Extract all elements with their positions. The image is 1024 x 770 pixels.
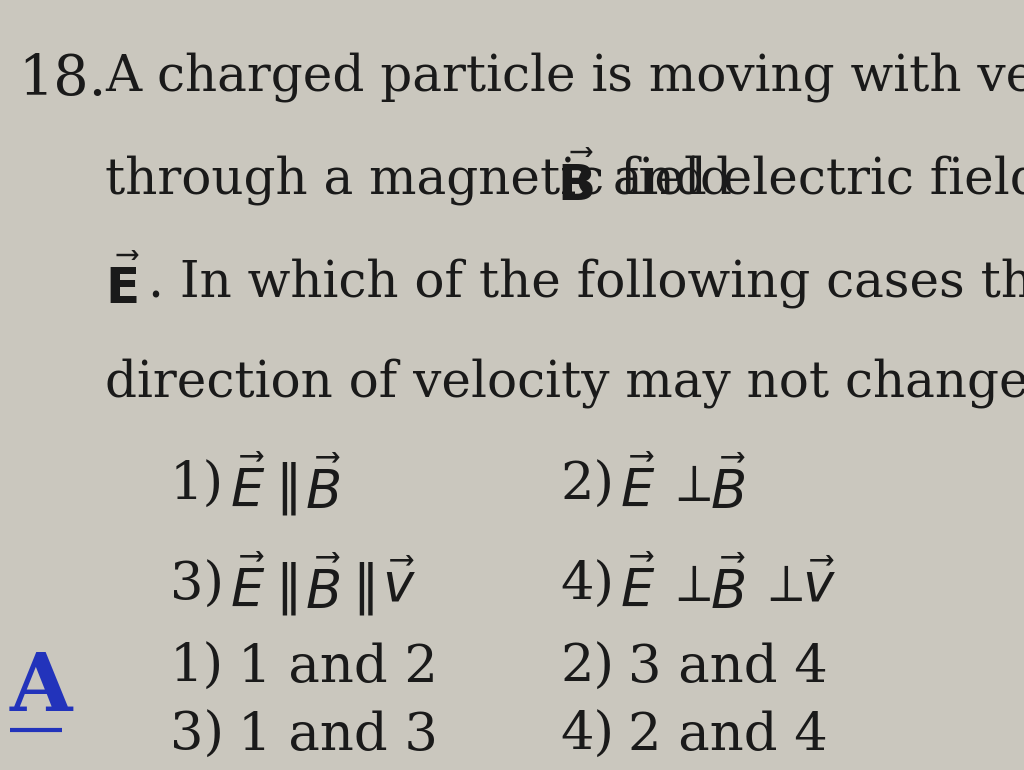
Text: $\vec{\mathbf{B}}$: $\vec{\mathbf{B}}$ [557,155,594,211]
Text: $\|$: $\|$ [352,560,374,617]
Text: $\vec{E}$: $\vec{E}$ [620,460,655,518]
Text: 2): 2) [560,460,614,511]
Text: 4): 4) [560,710,614,761]
Text: direction of velocity may not change.: direction of velocity may not change. [105,358,1024,408]
Text: $\perp$: $\perp$ [665,460,711,512]
Text: A charged particle is moving with velocity v: A charged particle is moving with veloci… [105,52,1024,102]
Text: $\|$: $\|$ [275,560,297,617]
Text: $\vec{B}$: $\vec{B}$ [305,560,341,620]
Text: 1 and 3: 1 and 3 [238,710,438,761]
Text: $\vec{B}$: $\vec{B}$ [710,560,746,620]
Text: A: A [10,650,73,728]
Text: $\perp$: $\perp$ [757,560,803,612]
Text: 1): 1) [170,460,224,511]
Text: $\vec{B}$: $\vec{B}$ [710,460,746,521]
Text: 3 and 4: 3 and 4 [628,642,827,693]
Text: through a magnetic field: through a magnetic field [105,155,748,205]
Text: 3): 3) [170,560,224,611]
Text: 1): 1) [170,642,224,693]
Text: . In which of the following cases the: . In which of the following cases the [148,258,1024,308]
Text: 2): 2) [560,642,614,693]
Text: 4): 4) [560,560,614,611]
Text: $\vec{E}$: $\vec{E}$ [230,560,265,618]
Text: 18.: 18. [18,52,106,107]
Text: $\vec{E}$: $\vec{E}$ [230,460,265,518]
Text: 2 and 4: 2 and 4 [628,710,827,761]
Text: 1 and 2: 1 and 2 [238,642,438,693]
Text: and electric field: and electric field [597,155,1024,205]
Text: $\perp$: $\perp$ [665,560,711,612]
Text: 3): 3) [170,710,224,761]
Text: $\vec{B}$: $\vec{B}$ [305,460,341,521]
Text: $\vec{\mathbf{E}}$: $\vec{\mathbf{E}}$ [105,258,139,314]
Text: $\vec{v}$: $\vec{v}$ [802,560,836,612]
Text: $\vec{E}$: $\vec{E}$ [620,560,655,618]
Text: $\vec{v}$: $\vec{v}$ [382,560,416,612]
Text: $\|$: $\|$ [275,460,297,517]
